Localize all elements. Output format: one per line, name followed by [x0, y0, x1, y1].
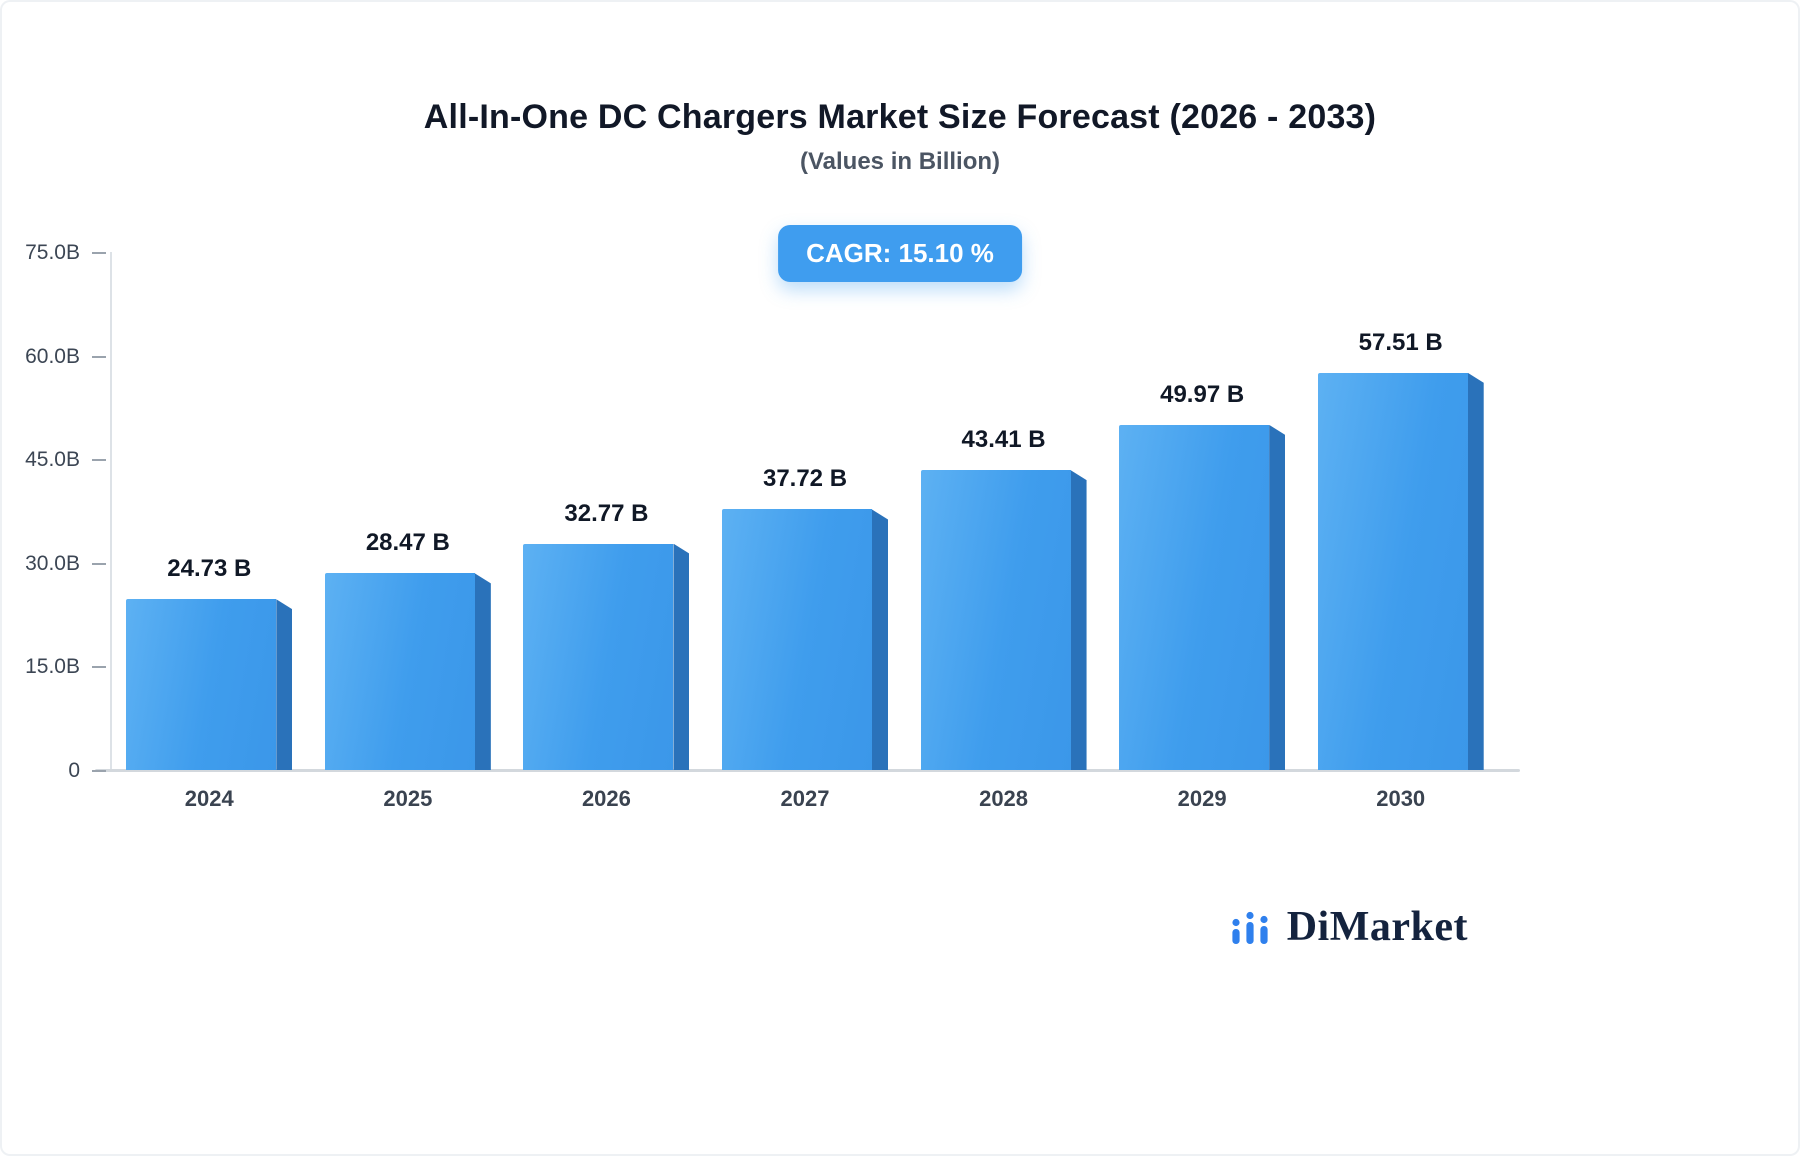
y-axis-label: 30.0B — [25, 551, 80, 575]
bar-value-label: 28.47 B — [365, 529, 450, 557]
y-axis-tick — [92, 355, 106, 358]
x-axis-label: 2025 — [383, 786, 433, 811]
bar-value-label: 57.51 B — [1358, 328, 1443, 356]
bar-value-label: 24.73 B — [167, 555, 252, 583]
y-axis-label: 0 — [68, 759, 80, 782]
bar-2030 — [1317, 372, 1468, 770]
y-axis-tick — [92, 666, 106, 669]
x-axis-label: 2030 — [1376, 786, 1426, 811]
x-axis-label: 2024 — [184, 786, 234, 811]
bar-value-label: 43.41 B — [961, 426, 1046, 454]
x-axis-label: 2028 — [979, 786, 1029, 811]
x-axis-line — [95, 769, 1520, 772]
bar-side-face — [872, 509, 888, 770]
bar-side-face — [1467, 372, 1484, 770]
bar-2027 — [722, 509, 872, 770]
y-axis-label: 45.0B — [25, 448, 80, 472]
cagr-badge: CAGR: 15.10 % — [778, 225, 1022, 282]
bar-2026 — [523, 543, 674, 770]
dimarket-logo-text: DiMarket — [1286, 904, 1468, 950]
bar-side-face — [1269, 424, 1286, 770]
x-axis-label: 2027 — [780, 786, 830, 811]
bar-2029 — [1119, 424, 1270, 770]
y-axis-tick — [92, 252, 106, 254]
bar-value-label: 37.72 B — [762, 465, 848, 493]
dimarket-logo: DiMarket — [1229, 903, 1468, 951]
y-axis-label: 75.0B — [25, 241, 80, 264]
y-axis-label: 15.0B — [25, 655, 80, 679]
bar-side-face — [474, 573, 491, 770]
x-axis-label: 2029 — [1177, 786, 1227, 811]
chart-title: All-In-One DC Chargers Market Size Forec… — [423, 98, 1377, 136]
chart-subtitle: (Values in Billion) — [799, 148, 1001, 175]
y-axis-label: 60.0B — [25, 344, 80, 368]
bar-2024 — [126, 599, 277, 770]
bar-side-face — [1070, 470, 1087, 770]
bar-side-face — [673, 543, 690, 770]
x-axis-label: 2026 — [581, 786, 631, 811]
y-axis-tick — [92, 770, 106, 772]
mini-bar-chart-icon — [1229, 906, 1275, 948]
bar-2028 — [920, 470, 1071, 770]
y-axis-line — [110, 252, 112, 771]
y-axis-tick — [92, 562, 106, 565]
bar-value-label: 32.77 B — [564, 499, 649, 527]
bar-value-label: 49.97 B — [1160, 380, 1245, 408]
bar-side-face — [276, 599, 293, 770]
bar-2025 — [324, 573, 475, 770]
y-axis-tick — [92, 459, 106, 462]
